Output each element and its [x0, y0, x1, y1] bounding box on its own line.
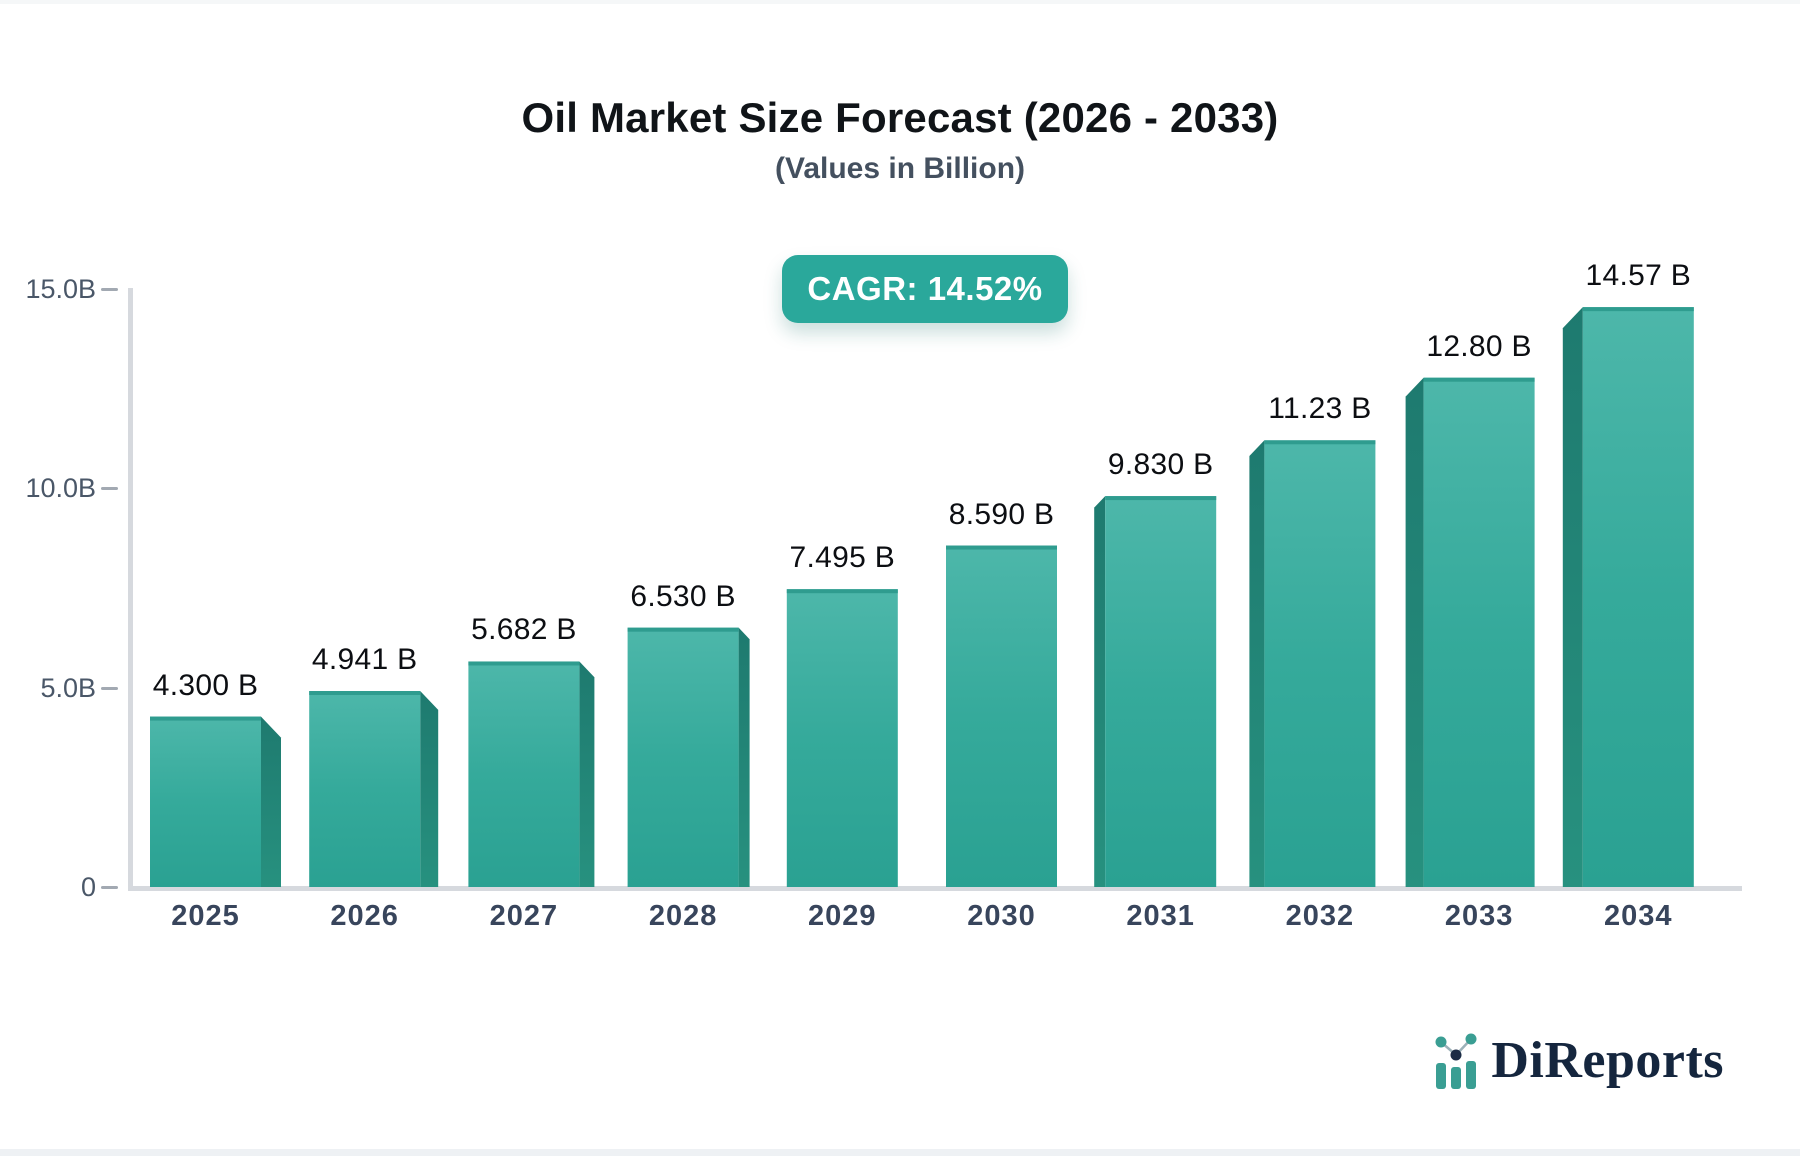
y-tick-mark [101, 288, 118, 291]
bar-2027 [468, 661, 580, 887]
bar-top-edge-2026 [309, 691, 421, 696]
value-label-2029: 7.495 B [789, 541, 896, 575]
y-tick-label: 15.0B [25, 274, 96, 304]
y-tick-label: 5.0B [40, 672, 96, 703]
bar-side-2031 [1094, 496, 1106, 887]
bar-top-edge-2025 [150, 716, 261, 721]
x-tick-label-2033: 2033 [1444, 900, 1514, 932]
x-tick-label-2031: 2031 [1126, 900, 1195, 932]
chart-title: Oil Market Size Forecast (2026 - 2033) [521, 94, 1279, 141]
logo-text: DiReports [1491, 1031, 1724, 1089]
bar-top-edge-2030 [946, 545, 1057, 550]
bar-side-2026 [420, 691, 439, 887]
value-label-2031: 9.830 B [1107, 448, 1214, 482]
y-tick-mark [101, 487, 118, 491]
y-tick-mark [101, 686, 118, 690]
bar-top-edge-2029 [786, 589, 898, 594]
bar-2030 [946, 545, 1057, 887]
value-label-2033: 12.80 B [1426, 329, 1532, 363]
bar-side-2025 [261, 716, 281, 887]
y-tick-label: 10.0B [25, 473, 96, 504]
x-tick-label-2025: 2025 [171, 900, 240, 932]
bar-side-2033 [1405, 377, 1424, 887]
bar-side-2028 [738, 627, 750, 887]
x-tick-label-2032: 2032 [1285, 900, 1355, 932]
y-axis-line [128, 288, 133, 888]
x-tick-label-2028: 2028 [648, 900, 718, 932]
bar-side-2032 [1249, 440, 1265, 887]
bar-2025 [150, 716, 261, 887]
bar-2032 [1264, 440, 1376, 887]
x-axis-line [128, 886, 1742, 891]
y-tick-label: 0 [80, 872, 96, 902]
bar-2034 [1582, 307, 1694, 887]
x-tick-label-2030: 2030 [967, 900, 1036, 932]
x-tick-label-2034: 2034 [1604, 900, 1673, 932]
bar-side-2027 [579, 661, 595, 887]
value-label-2027: 5.682 B [471, 613, 577, 647]
bar-2031 [1105, 496, 1217, 887]
bar-top-edge-2028 [627, 627, 739, 632]
bar-top-edge-2033 [1423, 377, 1535, 382]
x-tick-label-2027: 2027 [489, 900, 559, 932]
bar-top-edge-2034 [1582, 307, 1694, 312]
cagr-badge: CAGR: 14.52% [782, 255, 1068, 323]
bar-chart-trend-icon [1435, 1033, 1477, 1089]
value-label-2026: 4.941 B [311, 643, 418, 677]
bar-2033 [1423, 377, 1535, 887]
value-label-2030: 8.590 B [948, 497, 1055, 531]
bar-top-edge-2032 [1264, 440, 1376, 445]
top-edge-strip [0, 0, 1800, 4]
x-tick-label-2029: 2029 [808, 900, 877, 932]
direports-logo: DiReports [1434, 1028, 1724, 1092]
value-label-2032: 11.23 B [1268, 392, 1372, 426]
value-label-2028: 6.530 B [630, 579, 736, 613]
bar-top-edge-2031 [1105, 496, 1217, 501]
value-label-2025: 4.300 B [152, 668, 259, 702]
bar-side-2034 [1562, 307, 1583, 887]
x-tick-label-2026: 2026 [330, 900, 399, 932]
bottom-edge-strip [0, 1149, 1800, 1156]
y-tick-mark [101, 886, 118, 889]
cagr-badge-label: CAGR: 14.52% [807, 270, 1043, 307]
bar-2029 [786, 589, 898, 887]
chart-subtitle: (Values in Billion) [774, 152, 1026, 185]
bar-2026 [309, 691, 421, 887]
value-label-2034: 14.57 B [1585, 259, 1692, 293]
bar-top-edge-2027 [468, 661, 580, 666]
bar-2028 [627, 627, 739, 887]
